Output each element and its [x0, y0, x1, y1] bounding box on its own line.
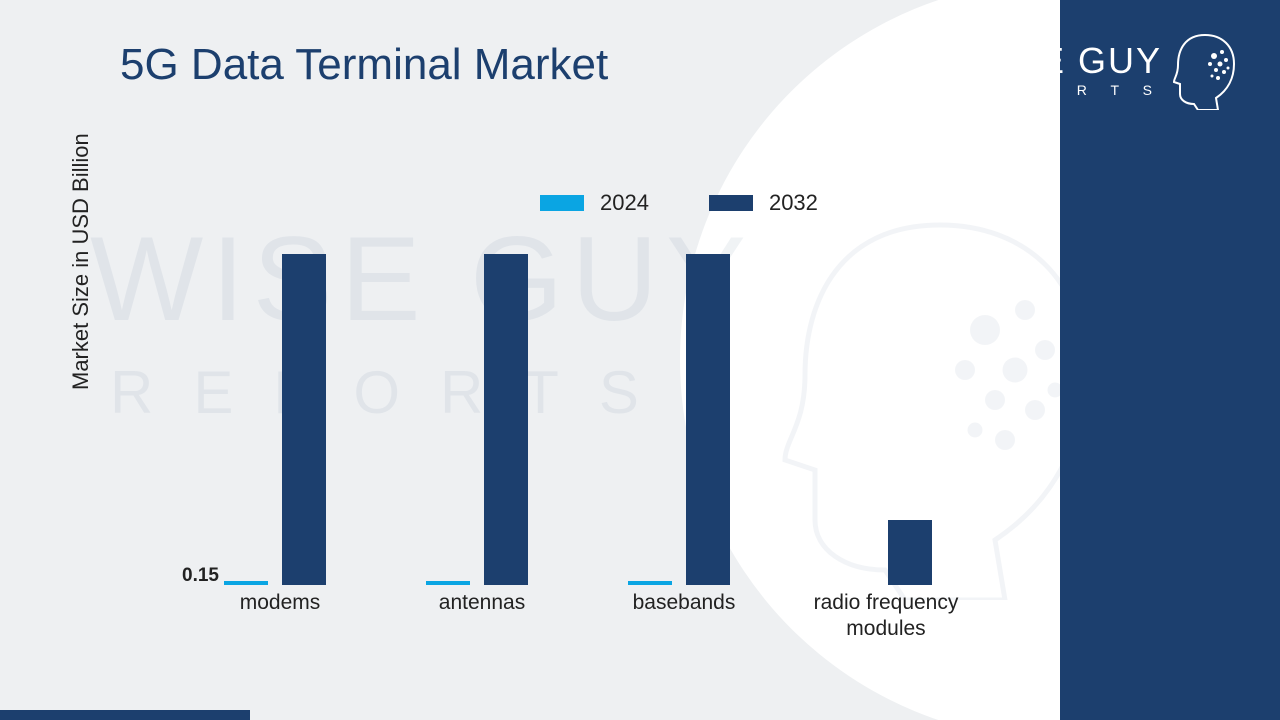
y-axis-label: Market Size in USD Billion: [68, 133, 94, 390]
bar: [282, 254, 326, 585]
brand-main: WISE GUY: [942, 43, 1162, 79]
brand-sub: R E P O R T S: [942, 83, 1162, 97]
x-axis-label: radio frequency modules: [796, 590, 976, 643]
x-axis-label: modems: [190, 590, 370, 616]
bar: [484, 254, 528, 585]
x-axis-label: antennas: [392, 590, 572, 616]
brand-logo: WISE GUY R E P O R T S: [942, 30, 1240, 110]
value-label: 0.15: [182, 565, 219, 587]
head-icon: [1170, 30, 1240, 110]
canvas: 5G Data Terminal Market WISE GUY R E P O…: [0, 0, 1280, 720]
plot-area: 0.15: [160, 225, 940, 585]
chart-title: 5G Data Terminal Market: [120, 40, 608, 90]
bottom-accent-bar: [0, 710, 250, 720]
x-axis-label: basebands: [594, 590, 774, 616]
bar: [686, 254, 730, 585]
bar: [426, 581, 470, 585]
chart-area: Market Size in USD Billion 0.15 modemsan…: [80, 190, 940, 670]
bar: [224, 581, 268, 585]
bar: [888, 520, 932, 585]
bar: [628, 581, 672, 585]
